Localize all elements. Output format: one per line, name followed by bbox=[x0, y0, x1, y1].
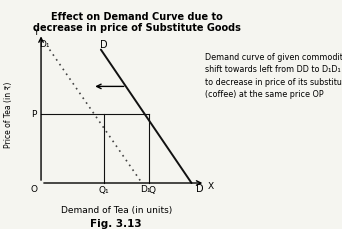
Text: Price of Tea (in ₹): Price of Tea (in ₹) bbox=[4, 82, 13, 147]
Text: Fig. 3.13: Fig. 3.13 bbox=[91, 218, 142, 228]
Text: O: O bbox=[31, 184, 38, 194]
Text: D: D bbox=[196, 183, 204, 193]
Text: Y: Y bbox=[33, 27, 39, 37]
Text: Q₁: Q₁ bbox=[99, 185, 110, 195]
Text: Demand of Tea (in units): Demand of Tea (in units) bbox=[61, 205, 172, 214]
Text: D₁: D₁ bbox=[140, 184, 150, 194]
Text: D₁: D₁ bbox=[39, 40, 50, 49]
Text: X: X bbox=[207, 181, 213, 190]
Text: Demand curve of given commodity (tea)
shift towards left from DD to D₁D₁ due
to : Demand curve of given commodity (tea) sh… bbox=[205, 53, 342, 99]
Text: D: D bbox=[101, 40, 108, 50]
Text: P: P bbox=[31, 110, 37, 119]
Text: Q: Q bbox=[149, 185, 156, 195]
Text: Effect on Demand Curve due to
decrease in price of Substitute Goods: Effect on Demand Curve due to decrease i… bbox=[33, 11, 241, 33]
